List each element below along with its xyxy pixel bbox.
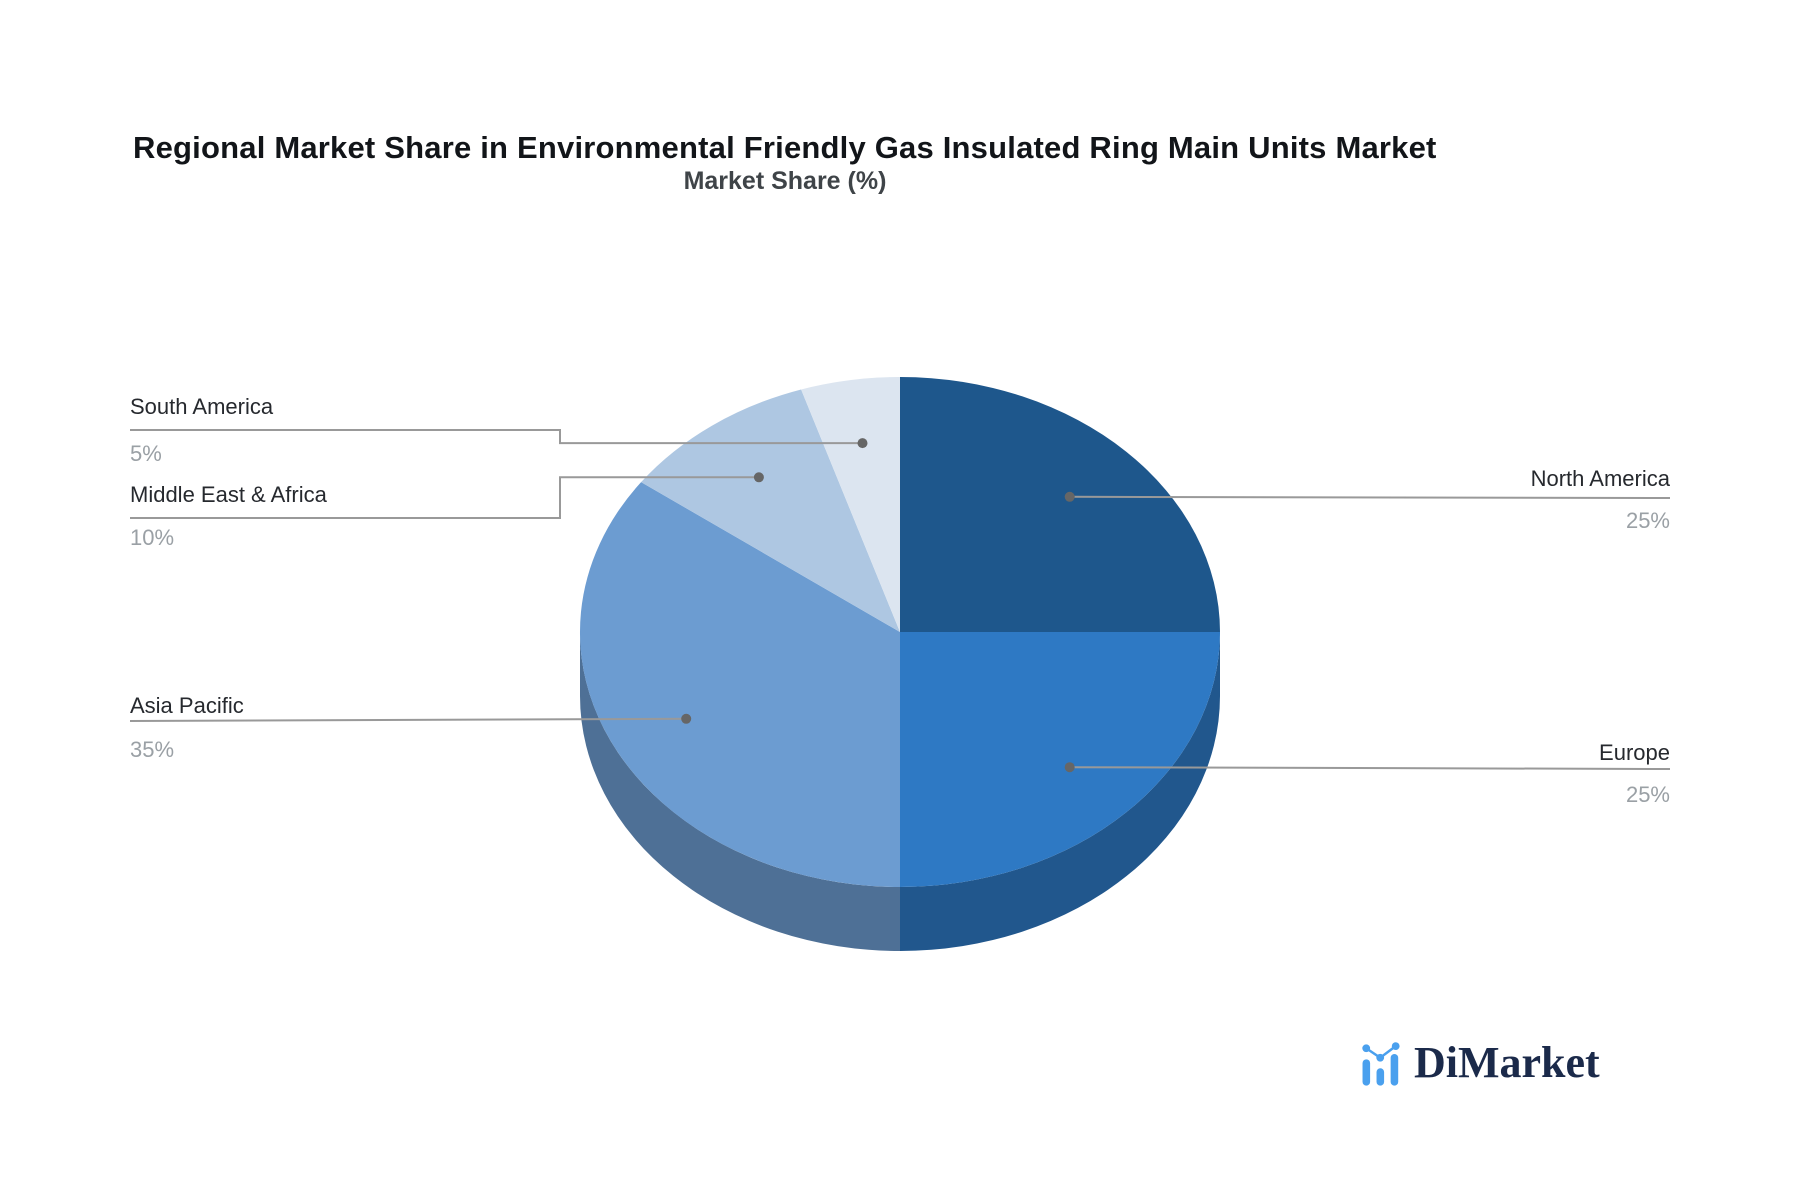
callout-value-middle-east-africa: 10% xyxy=(130,525,175,550)
pie-slice-asia-pacific xyxy=(579,482,900,887)
pie-slice-south-america xyxy=(801,377,900,632)
bar-chart-logo-icon xyxy=(1362,1042,1400,1086)
chart-subtitle: Market Share (%) xyxy=(683,167,887,195)
pie-slice-middle-east-africa xyxy=(641,389,900,632)
callout-value-europe: 25% xyxy=(1625,782,1670,807)
callout-label-middle-east-africa: Middle East & Africa xyxy=(130,482,327,507)
callout-line xyxy=(130,429,863,445)
callout-dot xyxy=(1064,491,1075,502)
callout-label-north-america: North America xyxy=(1530,466,1670,491)
callout-dot xyxy=(753,472,764,483)
pie-side-rim xyxy=(580,632,900,951)
callout-line xyxy=(1069,495,1671,499)
brand-name: DiMarket xyxy=(1414,1038,1600,1087)
pie-slice-north-america xyxy=(900,377,1220,632)
callout-dot xyxy=(1064,762,1075,773)
callout-line xyxy=(129,717,687,722)
pie-side-rim xyxy=(900,632,1220,951)
callout-value-north-america: 25% xyxy=(1625,508,1670,533)
callout-label-europe: Europe xyxy=(1599,740,1670,765)
brand-logo: DiMarket xyxy=(1362,1040,1600,1086)
callout-line xyxy=(130,476,759,519)
pie-slice-europe xyxy=(900,632,1220,887)
callout-label-asia-pacific: Asia Pacific xyxy=(130,693,244,718)
callout-label-south-america: South America xyxy=(130,394,274,419)
callout-value-asia-pacific: 35% xyxy=(130,737,175,762)
callout-value-south-america: 5% xyxy=(130,441,162,466)
callout-dot xyxy=(681,713,692,724)
callout-line xyxy=(1069,766,1671,770)
chart-title: Regional Market Share in Environmental F… xyxy=(133,130,1437,165)
callout-dot xyxy=(857,438,868,449)
